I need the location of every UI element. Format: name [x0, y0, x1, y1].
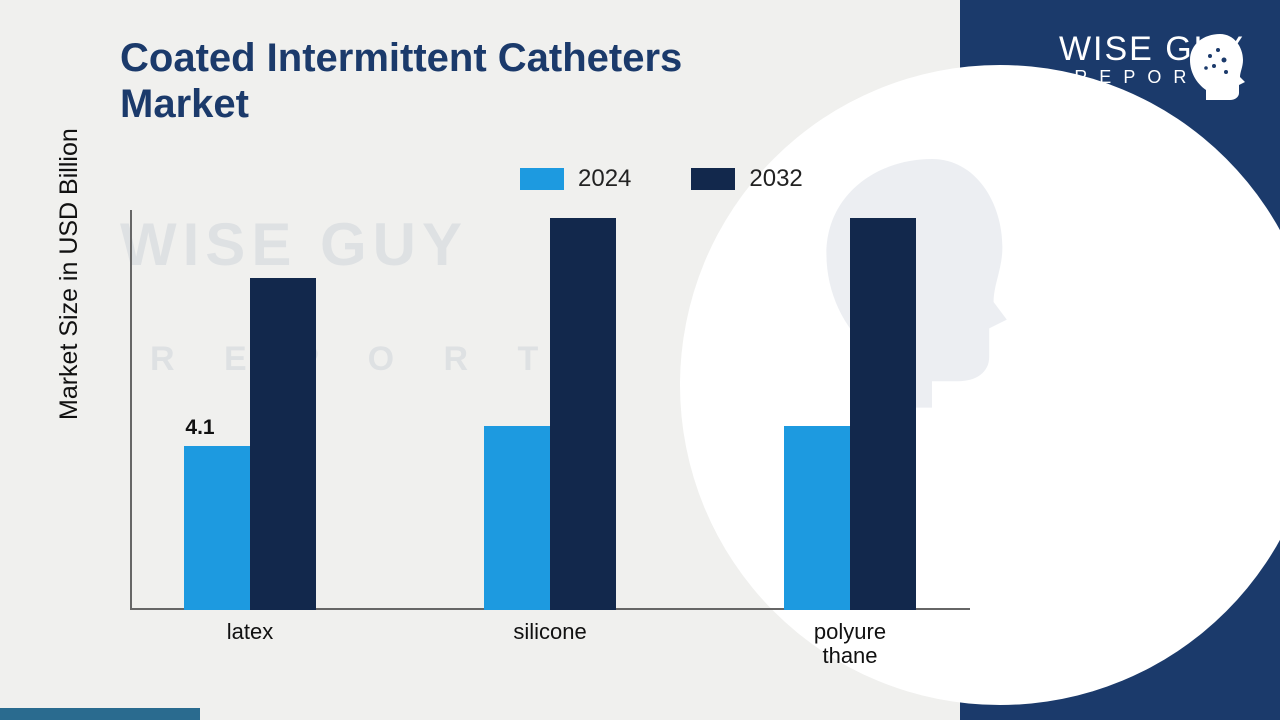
bar-silicone-2024: [484, 426, 550, 610]
legend-label-2024: 2024: [578, 165, 631, 193]
legend-swatch-2024: [520, 168, 564, 190]
bar-latex-2024: [184, 446, 250, 610]
bar-group-latex: 4.1: [170, 210, 330, 610]
chart-title: Coated Intermittent Catheters Market: [120, 35, 820, 127]
legend-item-2032: 2032: [691, 165, 802, 193]
bar-polyurethane-2024: [784, 426, 850, 610]
brand-logo: WISE GUY REPORTS: [1059, 30, 1245, 88]
bar-group-silicone: [470, 210, 630, 610]
bar-group-polyurethane: [770, 210, 930, 610]
y-axis-line: [130, 210, 132, 610]
legend: 2024 2032: [520, 165, 803, 193]
bar-latex-2032: [250, 278, 316, 610]
plot-area: 4.1: [130, 210, 970, 610]
y-axis-label: Market Size in USD Billion: [55, 128, 84, 420]
x-label-silicone: silicone: [470, 620, 630, 644]
logo-head-icon: [1180, 30, 1250, 100]
x-label-latex: latex: [170, 620, 330, 644]
chart-canvas: WISE GUY R E P O R T S Coated Intermitte…: [0, 0, 1280, 720]
bottom-accent-bar: [0, 708, 200, 720]
legend-swatch-2032: [691, 168, 735, 190]
x-label-polyurethane: polyurethane: [770, 620, 930, 668]
legend-item-2024: 2024: [520, 165, 631, 193]
bar-polyurethane-2032: [850, 218, 916, 610]
bar-value-label: 4.1: [140, 416, 260, 440]
bar-silicone-2032: [550, 218, 616, 610]
legend-label-2032: 2032: [749, 165, 802, 193]
